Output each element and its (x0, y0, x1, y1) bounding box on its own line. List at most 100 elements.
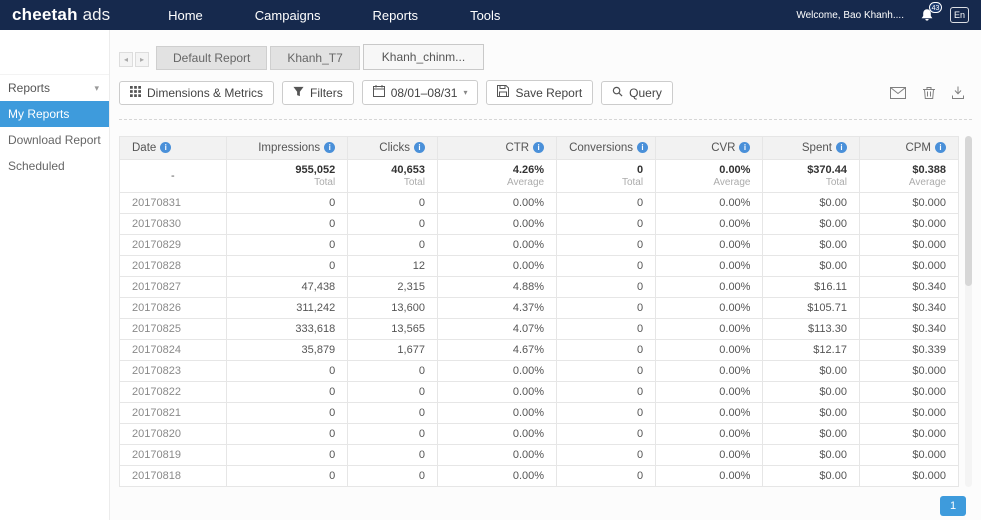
column-header-date: Date i (119, 136, 227, 160)
info-icon[interactable]: i (324, 142, 336, 153)
language-toggle[interactable]: En (949, 7, 969, 23)
cell-cpm: $0.000 (858, 192, 960, 214)
trash-icon[interactable] (923, 86, 935, 99)
sidebar-item-scheduled[interactable]: Scheduled (8, 159, 65, 173)
cell-ctr: 0.00% (436, 255, 558, 277)
table-row: 20170829 0 0 0.00% 0 0.00% $0.00 $0.000 (119, 234, 960, 256)
cell-cpm: $0.340 (858, 276, 960, 298)
cell-cvr: 0.00% (655, 381, 764, 403)
nav-reports[interactable]: Reports (372, 7, 419, 23)
info-icon[interactable]: i (835, 142, 847, 153)
cell-date: 20170823 (119, 360, 227, 382)
tabs-scroll-left-button[interactable]: ◂ (119, 52, 133, 67)
chevron-down-icon: ▾ (463, 88, 468, 97)
cell-conversions: 0 (556, 423, 657, 445)
column-label: Clicks (379, 142, 410, 154)
query-button[interactable]: Query (601, 80, 673, 105)
cell-ctr: 0.00% (436, 213, 558, 235)
sidebar-group-reports[interactable]: Reports ▾ (0, 74, 109, 101)
table-row: 20170831 0 0 0.00% 0 0.00% $0.00 $0.000 (119, 192, 960, 214)
column-label: Spent (801, 142, 832, 154)
main-layout: Reports ▾ My Reports Download Report Sch… (0, 30, 981, 520)
divider (119, 119, 972, 120)
sidebar-item-my-reports[interactable]: My Reports (0, 101, 109, 127)
cell-impressions: 311,242 (225, 297, 349, 319)
table-row: 20170818 0 0 0.00% 0 0.00% $0.00 $0.000 (119, 465, 960, 487)
tabs-scroll-right-button[interactable]: ▸ (135, 52, 149, 67)
tab-default-report[interactable]: Default Report (156, 46, 268, 70)
cell-impressions: 0 (225, 423, 349, 445)
nav-campaigns[interactable]: Campaigns (254, 7, 321, 23)
info-icon[interactable]: i (739, 142, 751, 153)
cell-spent: $113.30 (762, 318, 860, 340)
cell-spent: $0.00 (762, 255, 860, 277)
cell-cpm: $0.340 (858, 318, 960, 340)
info-icon[interactable]: i (533, 142, 545, 153)
cell-date: 20170820 (119, 423, 227, 445)
cell-clicks: 2,315 (347, 276, 438, 298)
cell-conversions: 0 (556, 192, 657, 214)
cell-cpm: $0.000 (858, 234, 960, 256)
cell-spent: $0.00 (762, 381, 860, 403)
date-range-picker[interactable]: 08/01–08/31 ▾ (361, 80, 479, 105)
scrollbar-thumb[interactable] (965, 136, 972, 286)
notifications-bell-icon[interactable]: 43 (920, 2, 942, 22)
download-icon[interactable] (952, 86, 964, 99)
report-table-container: Date i Impressions i Clicks i CTR i Conversi… (119, 136, 972, 487)
info-icon[interactable]: i (413, 142, 425, 153)
tab-khanh-t7[interactable]: Khanh_T7 (270, 46, 360, 70)
cell-clicks: 0 (347, 423, 438, 445)
cell-date: 20170819 (119, 444, 227, 466)
cell-impressions: 333,618 (225, 318, 349, 340)
info-icon[interactable]: i (160, 142, 172, 153)
column-label: Impressions (258, 142, 321, 154)
cell-clicks: 13,565 (347, 318, 438, 340)
nav-tools[interactable]: Tools (470, 7, 501, 23)
cell-spent: $16.11 (762, 276, 860, 298)
cell-clicks: 0 (347, 360, 438, 382)
cell-clicks: 12 (347, 255, 438, 277)
cell-ctr: 4.67% (436, 339, 558, 361)
tab-scroll-arrows: ◂ ▸ (119, 52, 149, 67)
cell-conversions: 0 (556, 276, 657, 298)
cell-cvr: 0.00% (655, 276, 764, 298)
column-label: CVR (711, 142, 736, 154)
column-header-ctr: CTR i (436, 136, 558, 160)
cell-spent: $105.71 (762, 297, 860, 319)
user-menu[interactable]: Welcome, Bao Khanh.... (796, 10, 904, 21)
filters-label: Filters (310, 85, 343, 100)
filters-button[interactable]: Filters (282, 80, 354, 105)
info-icon[interactable]: i (935, 142, 946, 153)
top-nav: Home Campaigns Reports Tools (168, 8, 500, 23)
sidebar: Reports ▾ My Reports Download Report Sch… (0, 30, 110, 520)
nav-home[interactable]: Home (168, 7, 203, 23)
cell-cvr: 0.00% (655, 318, 764, 340)
cell-impressions: 47,438 (225, 276, 349, 298)
column-label: CTR (505, 142, 530, 154)
sidebar-item-download-report[interactable]: Download Report (8, 133, 101, 147)
column-header-spent: Spent i (762, 136, 860, 160)
cell-cvr: 0.00% (655, 234, 764, 256)
header-row: Date i Impressions i Clicks i CTR i Conversi… (119, 136, 960, 160)
table-header: Date i Impressions i Clicks i CTR i Conversi… (119, 136, 960, 160)
save-report-label: Save Report (515, 85, 583, 100)
cell-impressions: 0 (225, 255, 349, 277)
email-icon[interactable] (890, 86, 906, 99)
save-report-button[interactable]: Save Report (486, 80, 594, 105)
cell-ctr: 4.88% (436, 276, 558, 298)
cell-date: 20170828 (119, 255, 227, 277)
page-1-button[interactable]: 1 (940, 496, 966, 516)
dimensions-metrics-button[interactable]: Dimensions & Metrics (119, 80, 275, 105)
report-tabs: ◂ ▸ Default Report Khanh_T7 Khanh_chinm.… (119, 44, 972, 70)
cell-cpm: $0.000 (858, 423, 960, 445)
cell-date: 20170831 (119, 192, 227, 214)
table-row: 20170822 0 0 0.00% 0 0.00% $0.00 $0.000 (119, 381, 960, 403)
cell-impressions: 0 (225, 402, 349, 424)
toolbar: Dimensions & Metrics Filters 08/01–08/31… (119, 80, 972, 105)
info-icon[interactable]: i (637, 142, 648, 153)
brand-logo[interactable]: cheetah ads (12, 5, 110, 25)
vertical-scrollbar[interactable] (965, 136, 972, 487)
tab-khanh-chinm[interactable]: Khanh_chinm... (362, 44, 485, 70)
cell-impressions: 0 (225, 360, 349, 382)
query-label: Query (629, 85, 662, 100)
